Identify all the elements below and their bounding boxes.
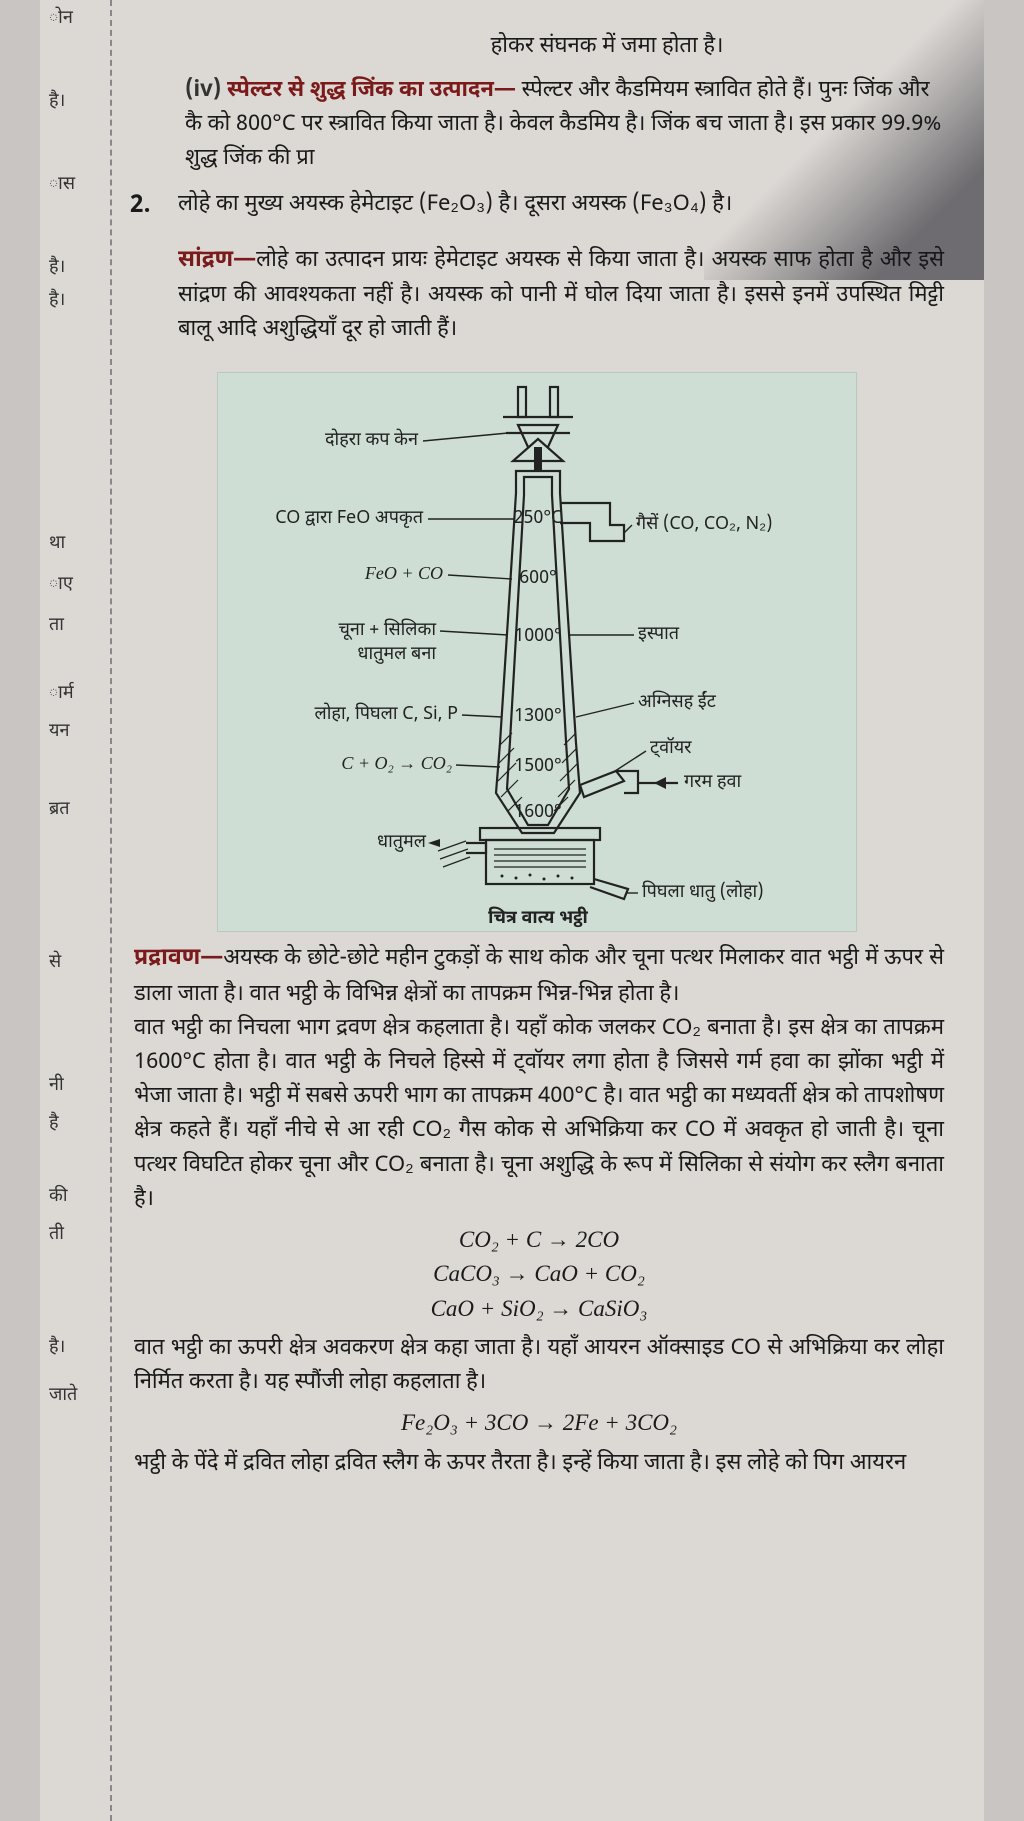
pradavan-p1: अयस्क के छोटे-छोटे महीन टुकड़ों के साथ क… [134,944,944,1009]
sandran-body: लोहे का उत्पादन प्रायः हेमेटाइट अयस्क से… [178,246,944,345]
blast-furnace-diagram: 250°C 600° 1000° 1300° 1500° 1600° दोहरा… [217,372,857,932]
label-firebrick: अग्निसह ईंट [638,690,717,715]
temp-1300: 1300° [514,706,561,729]
margin-note: से [45,952,105,975]
pradavan-p3: वात भट्ठी का ऊपरी क्षेत्र अवकरण क्षेत्र … [134,1332,944,1400]
label-gases: गैसें (CO, CO₂, N₂) [636,512,773,537]
margin-dashed-line [110,0,112,1821]
margin-note: ता [45,615,105,638]
margin-note: ास [45,174,105,197]
temp-600: 600° [519,568,556,591]
label-co-feo: CO द्वारा FeO अपकृत [275,508,424,531]
label-molten-metal: पिघला धातु (लोहा) [642,881,764,905]
equation: CaCO₃ → CaO + CO₂ [134,1257,944,1292]
margin-note: ब्रत [45,799,105,822]
pradavan-p2: वात भट्ठी का निचला भाग द्रवण क्षेत्र कहल… [134,1012,944,1217]
intro-line: होकर संघनक में जमा होता है। [270,30,944,64]
temp-250: 250°C [514,508,563,531]
label-slag-form: धातुमल बना [357,644,436,667]
margin-note: जाते [45,1385,105,1408]
label-slag-out: धातुमल [377,832,427,855]
textbook-page: ोन है। ास है। है। था ाए ता ार्म यन ब्रत … [40,0,984,1821]
equation: CO₂ + C → 2CO [134,1223,944,1258]
label-feo-co: FeO + CO [364,563,443,583]
pradavan-p4: भट्ठी के पेंदे में द्रवित लोहा द्रवित स्… [134,1447,944,1481]
margin-note: ाए [45,574,105,597]
label-combust: C + O₂ → CO₂ [341,753,452,773]
pradavan-title: प्रद्रावण— [134,944,223,974]
item2-number: 2. [130,188,178,225]
left-margin-column: ोन है। ास है। है। था ाए ता ार्म यन ब्रत … [45,0,105,1468]
label-lime: चूना + सिलिका [338,619,436,643]
margin-note: है। [45,1337,105,1360]
iv-title: स्पेल्टर से शुद्ध जिंक का उत्पादन— [227,76,516,105]
main-content: होकर संघनक में जमा होता है। (iv) स्पेल्ट… [130,30,944,1481]
item2-body: लोहे का मुख्य अयस्क हेमेटाइट (Fe₂O₃) है।… [178,188,944,225]
diagram-caption: चित्र वात्य भट्ठी [488,907,588,931]
sandran-title: सांद्रण— [178,246,256,276]
pradavan-section: प्रद्रावण—अयस्क के छोटे-छोटे महीन टुकड़ो… [130,942,944,1481]
sandran-section: सांद्रण—लोहे का उत्पादन प्रायः हेमेटाइट … [130,244,944,348]
temp-1600: 1600° [514,802,561,825]
item-2: 2. लोहे का मुख्य अयस्क हेमेटाइट (Fe₂O₃) … [130,188,944,225]
temp-1000: 1000° [514,626,561,649]
equation: Fe₂O₃ + 3CO → 2Fe + 3CO₂ [134,1406,944,1441]
equations-block: CO₂ + C → 2CO CaCO₃ → CaO + CO₂ CaO + Si… [134,1223,944,1327]
label-molten-iron: लोहा, पिघला C, Si, P [315,703,458,727]
margin-note: यन [45,721,105,744]
margin-note: है। [45,290,105,313]
margin-note: है। [45,91,105,114]
point-iv: (iv) स्पेल्टर से शुद्ध जिंक का उत्पादन— … [130,74,944,176]
margin-note: है [45,1113,105,1136]
label-tuyere: ट्वॉयर [650,737,692,761]
temp-1500: 1500° [514,756,561,779]
margin-note: ोन [45,8,105,31]
margin-note: था [45,533,105,556]
label-hot-air: गरम हवा [684,772,742,795]
margin-note: है। [45,257,105,280]
equation: CaO + SiO₂ → CaSiO₃ [134,1292,944,1327]
margin-note: नी [45,1075,105,1098]
margin-note: ार्म [45,683,105,706]
margin-note: ती [45,1224,105,1247]
margin-note: की [45,1186,105,1209]
label-cup-cone: दोहरा कप केन [325,428,419,453]
label-steel: इस्पात [638,624,680,647]
furnace-svg: 250°C 600° 1000° 1300° 1500° 1600° दोहरा… [218,373,858,933]
iv-number: (iv) [185,76,221,105]
